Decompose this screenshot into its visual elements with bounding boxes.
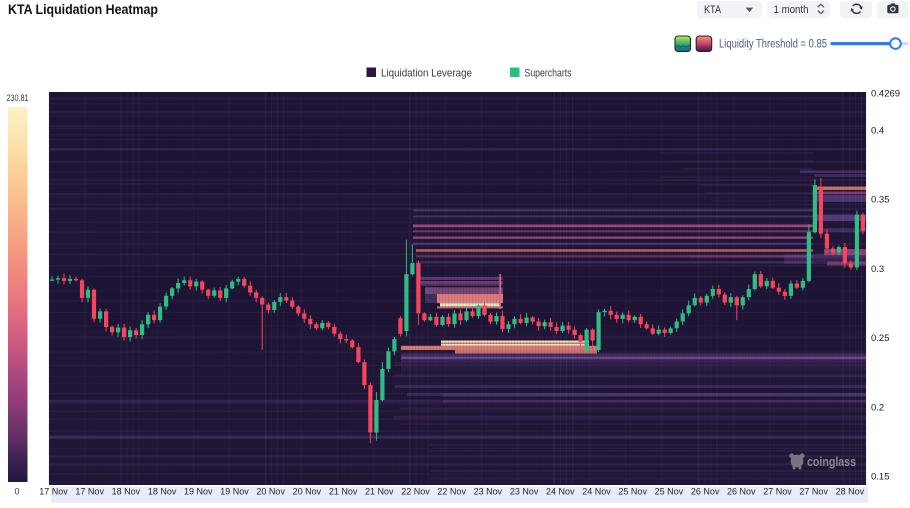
svg-text:0.2: 0.2 (871, 402, 884, 413)
svg-text:17 Nov: 17 Nov (75, 487, 104, 497)
svg-text:17 Nov: 17 Nov (39, 487, 68, 497)
svg-text:27 Nov: 27 Nov (763, 487, 792, 497)
svg-text:24 Nov: 24 Nov (582, 487, 611, 497)
svg-text:20 Nov: 20 Nov (256, 487, 285, 497)
svg-text:0.35: 0.35 (871, 195, 890, 206)
svg-text:0.25: 0.25 (871, 333, 890, 344)
svg-text:22 Nov: 22 Nov (437, 487, 466, 497)
svg-text:23 Nov: 23 Nov (474, 487, 503, 497)
svg-text:20 Nov: 20 Nov (293, 487, 322, 497)
svg-text:coinglass: coinglass (807, 455, 856, 469)
svg-text:0.3: 0.3 (871, 264, 884, 275)
svg-text:0.4: 0.4 (871, 126, 884, 137)
svg-text:Supercharts: Supercharts (525, 68, 572, 80)
svg-text:24 Nov: 24 Nov (546, 487, 575, 497)
svg-text:26 Nov: 26 Nov (727, 487, 756, 497)
svg-text:18 Nov: 18 Nov (148, 487, 177, 497)
svg-text:Liquidation Leverage: Liquidation Leverage (381, 68, 472, 80)
svg-text:23 Nov: 23 Nov (510, 487, 539, 497)
svg-text:18 Nov: 18 Nov (112, 487, 141, 497)
svg-text:25 Nov: 25 Nov (618, 487, 647, 497)
svg-text:25 Nov: 25 Nov (655, 487, 684, 497)
svg-text:KTA Liquidation Heatmap: KTA Liquidation Heatmap (8, 2, 158, 17)
svg-text:0.4269: 0.4269 (871, 88, 900, 99)
svg-text:Liquidity Threshold = 0.85: Liquidity Threshold = 0.85 (719, 38, 827, 50)
svg-text:230.81: 230.81 (7, 93, 29, 103)
svg-text:21 Nov: 21 Nov (365, 487, 394, 497)
svg-text:19 Nov: 19 Nov (184, 487, 213, 497)
svg-text:22 Nov: 22 Nov (401, 487, 430, 497)
svg-text:1 month: 1 month (774, 4, 809, 16)
svg-text:27 Nov: 27 Nov (799, 487, 828, 497)
svg-text:0.15: 0.15 (871, 472, 890, 483)
svg-text:KTA: KTA (704, 4, 722, 16)
svg-text:21 Nov: 21 Nov (329, 487, 358, 497)
svg-text:26 Nov: 26 Nov (691, 487, 720, 497)
svg-text:0: 0 (14, 487, 19, 497)
svg-text:28 Nov: 28 Nov (836, 487, 865, 497)
svg-text:19 Nov: 19 Nov (220, 487, 249, 497)
